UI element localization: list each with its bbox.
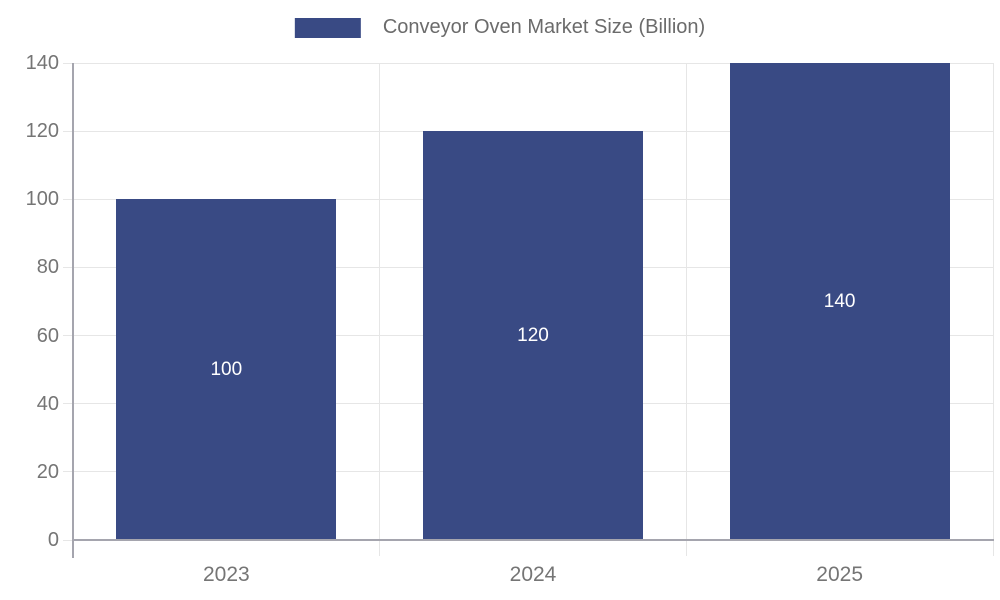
y-tick-label-80: 80	[36, 256, 59, 279]
x-axis-line	[72, 539, 994, 541]
y-tick-label-100: 100	[25, 188, 59, 211]
gridline-y-140	[63, 62, 993, 64]
x-tick-label-2024: 2024	[509, 563, 557, 586]
gridline-x-boundary-3	[992, 63, 994, 540]
bar-2025[interactable]	[729, 63, 950, 540]
legend-swatch-icon	[294, 17, 361, 38]
x-tick-label-2023: 2023	[202, 563, 250, 586]
y-tick-label-120: 120	[25, 120, 59, 143]
x-tick-2	[685, 540, 687, 556]
legend-label: Conveyor Oven Market Size (Billion)	[382, 16, 706, 38]
gridline-x-boundary-2	[685, 63, 687, 540]
y-tick-label-140: 140	[25, 52, 59, 74]
bar-value-label-2024: 120	[517, 324, 549, 346]
x-tick-label-2025: 2025	[816, 563, 864, 586]
bar-2023[interactable]	[116, 199, 337, 540]
bar-value-label-2023: 100	[210, 358, 243, 380]
y-tick-label-60: 60	[36, 324, 59, 347]
x-tick-3	[992, 540, 994, 556]
y-tick-label-0: 0	[47, 529, 59, 551]
y-tick-label-40: 40	[36, 392, 59, 415]
bar-2024[interactable]	[423, 131, 643, 540]
x-tick-1	[379, 540, 381, 556]
y-tick-label-20: 20	[36, 460, 59, 483]
legend-item[interactable]: Conveyor Oven Market Size (Billion)	[294, 16, 706, 39]
y-axis-line	[72, 63, 74, 558]
bar-value-label-2025: 140	[823, 290, 856, 312]
gridline-x-boundary-1	[379, 63, 381, 540]
